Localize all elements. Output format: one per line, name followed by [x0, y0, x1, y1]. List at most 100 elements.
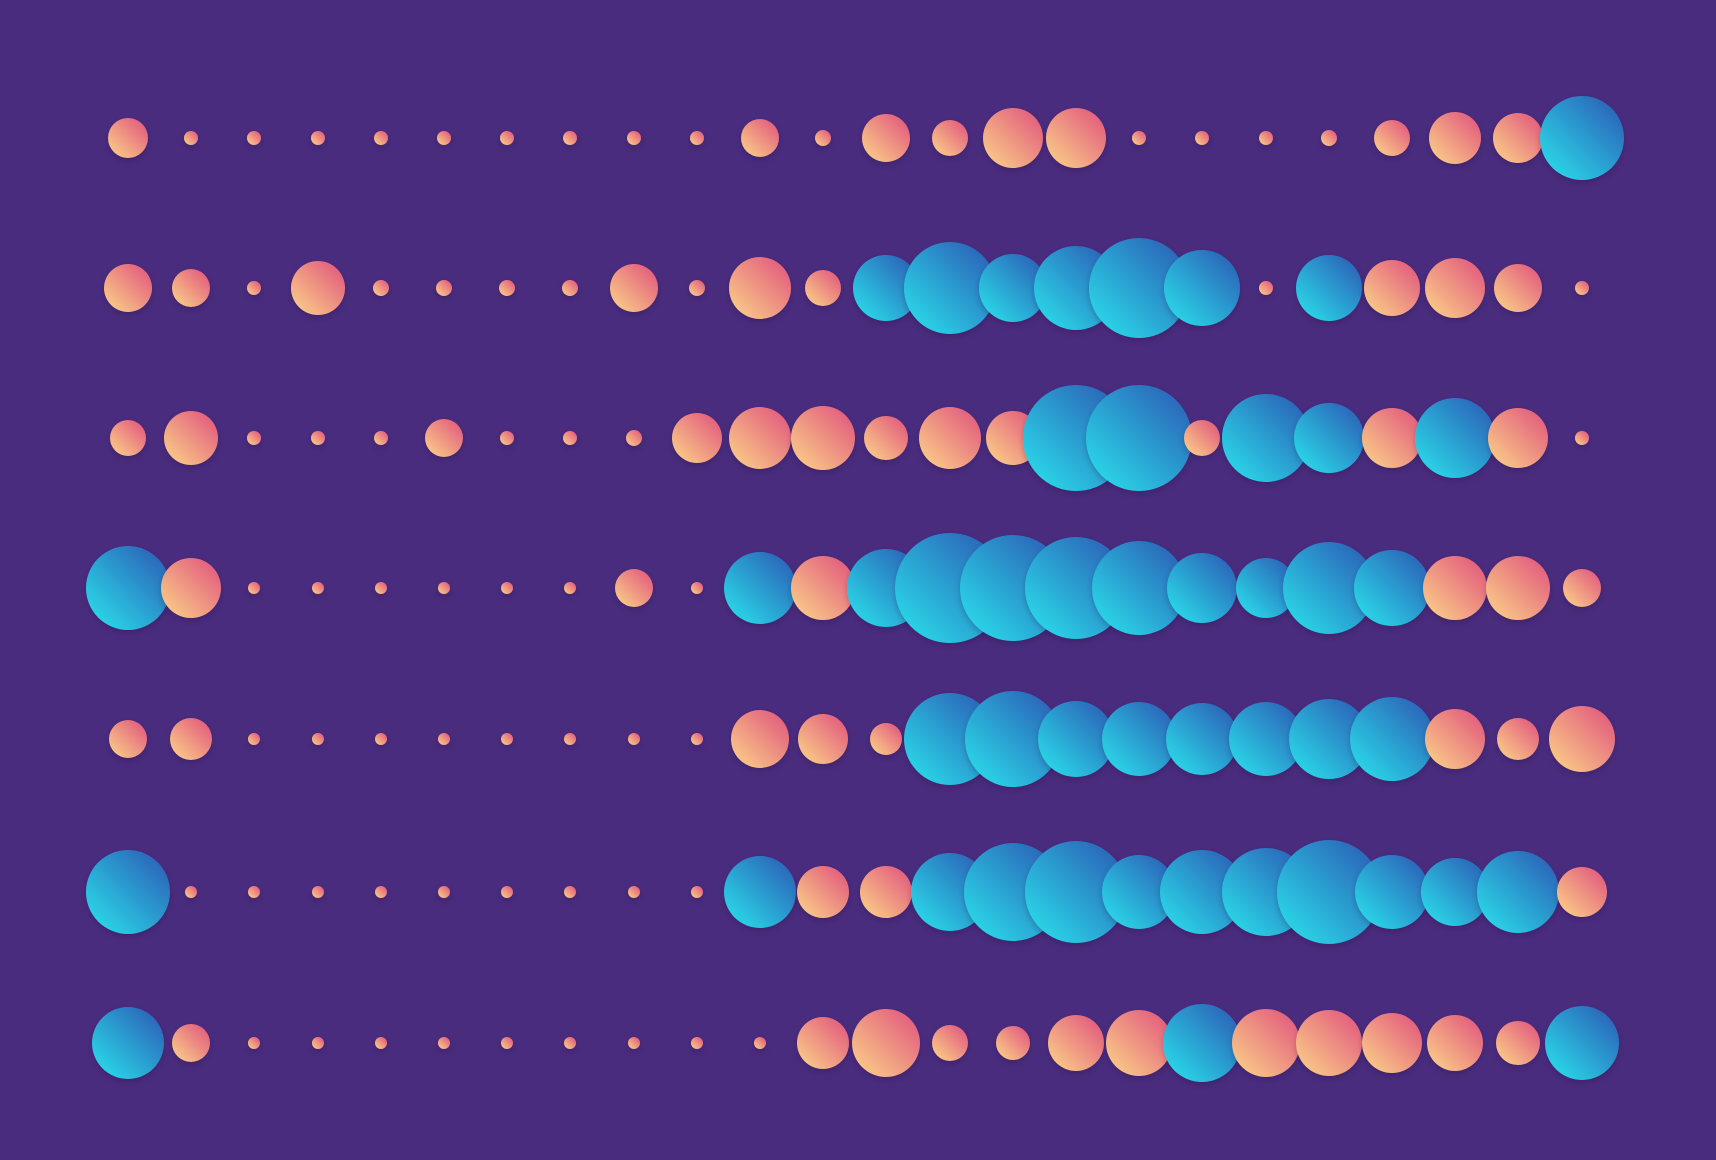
bubble — [1048, 1015, 1104, 1071]
bubble — [374, 733, 387, 745]
bubble — [1295, 1010, 1362, 1076]
bubble — [754, 1037, 766, 1049]
bubble — [438, 886, 450, 898]
bubble — [1539, 96, 1624, 180]
bubble — [311, 582, 324, 594]
bubble — [501, 886, 514, 898]
bubble — [805, 270, 842, 306]
bubble — [864, 416, 909, 460]
bubble — [1046, 108, 1106, 168]
bubble — [1106, 1010, 1173, 1076]
bubble — [797, 1017, 850, 1069]
bubble — [248, 582, 261, 594]
bubble — [164, 411, 219, 465]
bubble — [185, 886, 198, 898]
bubble — [982, 108, 1043, 168]
bubble — [374, 886, 387, 898]
bubble — [1132, 131, 1147, 145]
bubble — [1293, 403, 1364, 473]
bubble — [161, 558, 222, 618]
bubble — [791, 556, 856, 620]
bubble — [671, 413, 722, 463]
bubble — [1354, 550, 1430, 626]
bubble — [438, 733, 450, 745]
bubble — [1488, 408, 1549, 468]
bubble — [1167, 553, 1238, 623]
bubble — [791, 406, 856, 470]
bubble — [741, 119, 779, 157]
bubble — [1562, 569, 1601, 607]
bubble — [1038, 701, 1114, 777]
bubble — [862, 114, 911, 162]
bubble — [995, 1026, 1030, 1060]
bubble — [436, 280, 452, 296]
bubble — [310, 431, 325, 445]
bubble — [373, 431, 388, 445]
bubble — [104, 264, 152, 312]
bubble — [1486, 556, 1551, 620]
bubble — [626, 131, 641, 145]
bubble — [425, 419, 463, 457]
bubble — [1548, 706, 1615, 772]
bubble — [247, 281, 262, 295]
bubble — [248, 886, 261, 898]
bubble — [860, 866, 913, 918]
bubble — [1258, 131, 1273, 145]
bubble — [500, 431, 515, 445]
bubble — [1574, 431, 1589, 445]
bubble — [1494, 264, 1543, 312]
bubble — [1350, 697, 1434, 781]
bubble — [564, 582, 577, 594]
bubble — [110, 420, 146, 456]
bubble — [690, 733, 703, 745]
bubble — [690, 1037, 703, 1049]
bubble — [931, 1025, 968, 1061]
bubble — [797, 866, 850, 918]
bubble — [1184, 420, 1221, 456]
bubble — [1544, 1006, 1619, 1080]
bubble — [690, 886, 703, 898]
bubble — [1102, 702, 1177, 776]
bubble — [501, 582, 514, 594]
bubble — [1086, 385, 1193, 491]
bubble — [86, 546, 170, 630]
bubble — [170, 718, 213, 760]
bubble — [731, 710, 789, 768]
bubble — [172, 1024, 211, 1062]
bubble — [311, 733, 324, 745]
bubble — [248, 1037, 261, 1049]
bubble — [1362, 1013, 1422, 1073]
bubble — [247, 131, 262, 145]
bubble — [1362, 408, 1422, 468]
bubble — [562, 280, 579, 296]
bubble — [1166, 703, 1239, 775]
bubble — [627, 886, 640, 898]
bubble — [815, 130, 832, 146]
bubble — [374, 582, 387, 594]
bubble — [500, 131, 515, 145]
bubble — [290, 261, 345, 315]
bubble — [564, 733, 577, 745]
bubble — [311, 1037, 324, 1049]
bubble — [1258, 281, 1273, 295]
bubble — [798, 714, 849, 764]
bubble — [184, 131, 199, 145]
bubble — [248, 733, 261, 745]
bubble — [614, 569, 653, 607]
bubble — [564, 886, 577, 898]
bubble — [172, 269, 211, 307]
bubble — [1195, 131, 1210, 145]
bubble — [1425, 258, 1486, 318]
bubble — [1415, 398, 1496, 478]
bubble — [1425, 709, 1486, 769]
bubble — [563, 131, 578, 145]
bubble — [373, 131, 388, 145]
bubble — [1374, 120, 1410, 156]
bubble — [247, 431, 262, 445]
bubble — [1429, 112, 1482, 164]
bubble — [689, 131, 704, 145]
bubble — [688, 280, 705, 296]
bubble — [563, 431, 578, 445]
bubble — [564, 1037, 577, 1049]
bubble — [931, 120, 968, 156]
